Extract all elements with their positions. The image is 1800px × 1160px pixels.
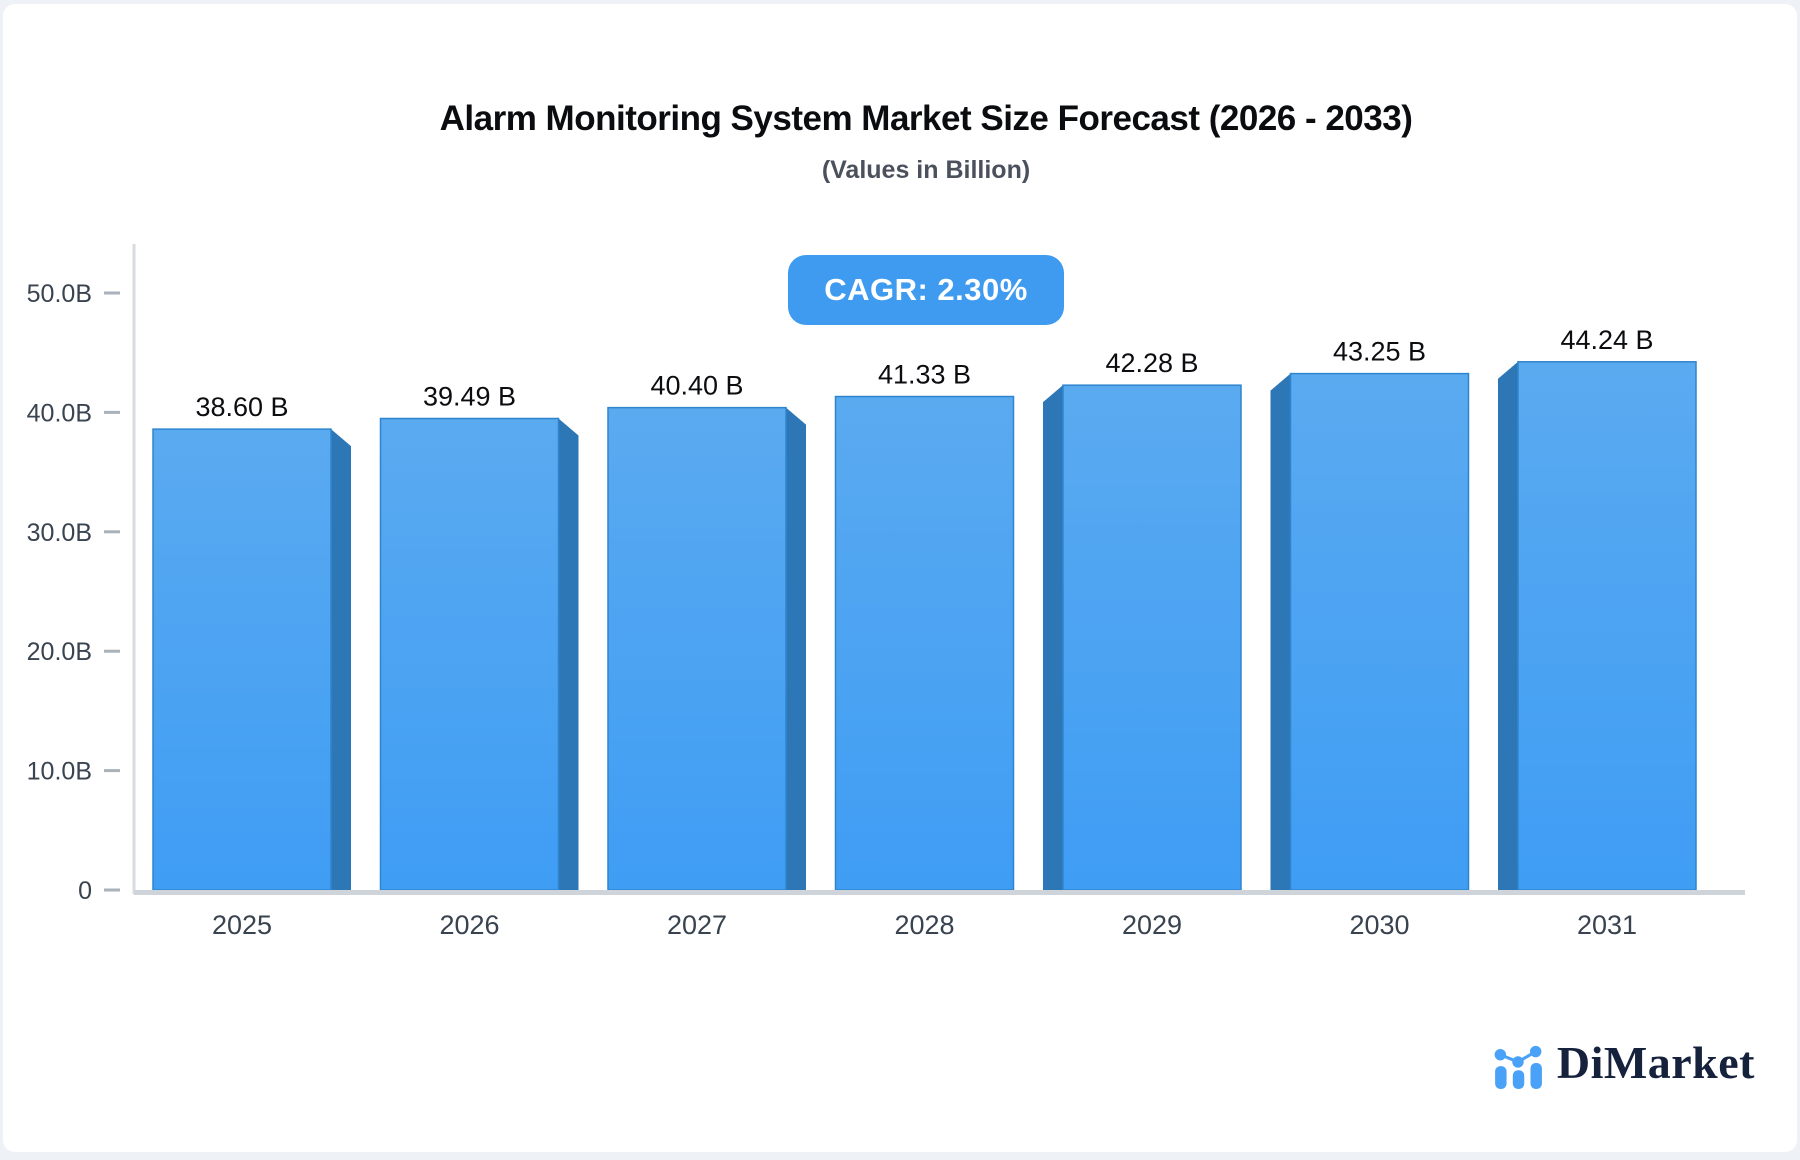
x-axis-label: 2029: [1122, 910, 1182, 940]
brand-logo-text: DiMarket: [1556, 1037, 1755, 1088]
x-axis-label: 2026: [439, 910, 499, 940]
bar-value-label: 41.33 B: [878, 360, 971, 390]
bar-side-face: [1270, 373, 1291, 891]
bar-group: 40.40 B 2027: [607, 371, 806, 940]
bar-2027[interactable]: [607, 406, 787, 891]
bar-value-label: 42.28 B: [1105, 348, 1198, 378]
bar-value-label: 38.60 B: [195, 392, 288, 422]
bar-value-label: 39.49 B: [423, 381, 516, 411]
bar-group: 39.49 B 2026: [379, 381, 579, 940]
bar-2025[interactable]: [152, 428, 332, 891]
brand-logo: DiMarket: [1493, 1036, 1755, 1089]
market-forecast-chart: 0 10.0B 20.0B 30.0B 40.0B 50.0B 38.60 B 2025 39.…: [27, 244, 1745, 940]
x-axis-label: 2030: [1349, 910, 1409, 940]
chart-header: Alarm Monitoring System Market Size Fore…: [3, 98, 1797, 185]
y-axis-label: 10.0B: [27, 758, 92, 786]
bar-2030[interactable]: [1289, 372, 1470, 891]
y-axis-label: 50.0B: [27, 280, 92, 308]
y-axis-label: 20.0B: [27, 638, 92, 666]
x-axis-label: 2025: [212, 910, 272, 940]
bar-2031[interactable]: [1517, 361, 1697, 891]
bar-value-label: 40.40 B: [650, 371, 743, 401]
bar-group: 41.33 B 2028: [834, 360, 1015, 940]
chart-subtitle: (Values in Billion): [821, 156, 1031, 184]
bar-group: 43.25 B 2030: [1270, 337, 1470, 940]
x-axis-label: 2031: [1577, 910, 1637, 940]
bar-2026[interactable]: [379, 417, 560, 891]
cagr-badge: CAGR: 2.30%: [788, 255, 1064, 325]
bar-group: 38.60 B 2025: [152, 392, 351, 940]
bar-group: 42.28 B 2029: [1043, 348, 1242, 940]
bar-chart-logo-icon: [1494, 1045, 1542, 1089]
x-axis-label: 2028: [894, 910, 954, 940]
bar-value-label: 43.25 B: [1333, 337, 1426, 367]
x-axis-label: 2027: [667, 910, 727, 940]
cagr-badge-label: CAGR: 2.30%: [824, 272, 1028, 307]
bar-2029[interactable]: [1062, 384, 1242, 891]
bar-group: 44.24 B 2031: [1498, 325, 1697, 940]
bar-side-face: [1043, 385, 1063, 890]
y-axis-label: 30.0B: [27, 519, 92, 547]
chart-title: Alarm Monitoring System Market Size Fore…: [439, 99, 1413, 138]
bar-side-face: [331, 429, 351, 890]
y-axis-label: 0: [78, 877, 92, 905]
bar-value-label: 44.24 B: [1560, 325, 1653, 355]
bar-side-face: [558, 418, 579, 890]
bar-side-face: [1498, 361, 1518, 890]
bar-2028[interactable]: [834, 395, 1015, 891]
y-axis-label: 40.0B: [27, 399, 92, 427]
chart-card: Alarm Monitoring System Market Size Fore…: [3, 4, 1797, 1152]
bar-side-face: [786, 407, 806, 890]
